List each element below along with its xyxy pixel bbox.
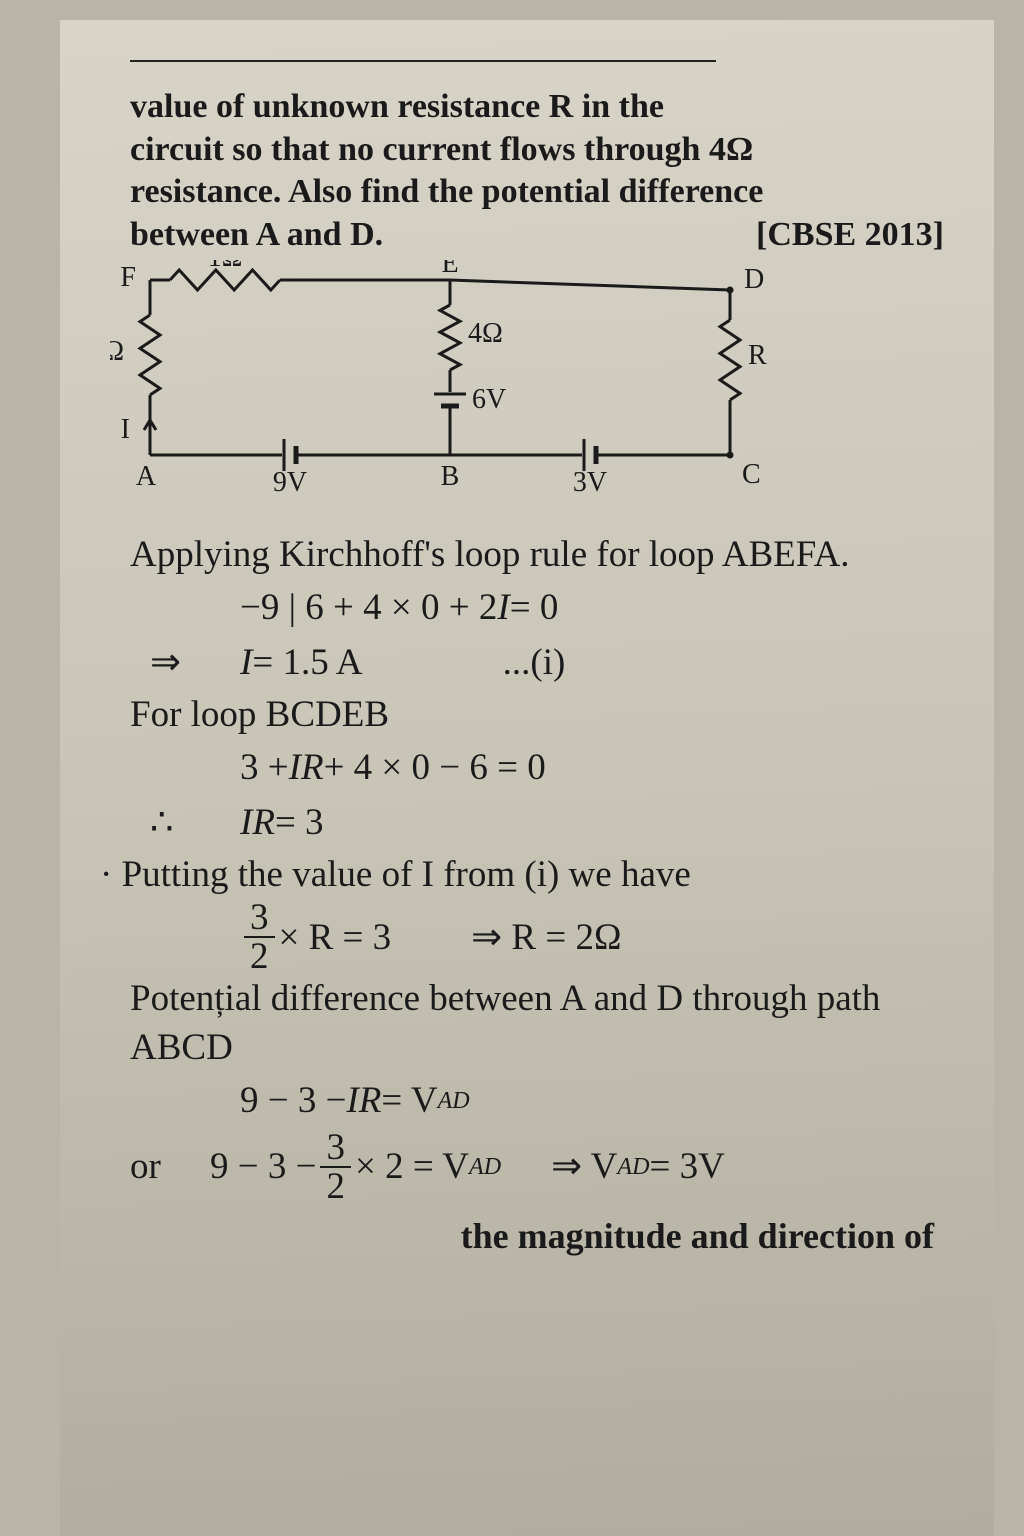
circuit-svg: 1Ω 1Ω I 4Ω 6V R 9V 3V F E D A B C bbox=[110, 260, 810, 510]
eq-text: = 3 bbox=[275, 795, 324, 851]
numerator: 3 bbox=[244, 899, 275, 938]
eq-text: 9 − 3 − bbox=[240, 1073, 346, 1129]
eq-var: IR bbox=[240, 795, 275, 851]
equation: 3 2 × R = 3 ⇒ R = 2Ω bbox=[240, 899, 944, 975]
denominator: 2 bbox=[244, 938, 275, 975]
question-line: resistance. Also find the potential diff… bbox=[130, 173, 763, 210]
solution-text: Putting the value of I from (i) we have bbox=[122, 854, 691, 895]
equation: or 9 − 3 − 3 2 × 2 = V AD ⇒ V AD = 3V bbox=[130, 1129, 944, 1205]
svg-text:1Ω: 1Ω bbox=[208, 260, 243, 273]
svg-text:4Ω: 4Ω bbox=[468, 318, 503, 349]
eq-text: −9 | 6 + 4 × 0 + 2 bbox=[240, 580, 497, 636]
eq-text: = 3V bbox=[649, 1139, 724, 1195]
subscript: AD bbox=[438, 1083, 470, 1119]
svg-text:C: C bbox=[742, 459, 761, 490]
eq-text: × 2 = V bbox=[355, 1139, 469, 1195]
numerator: 3 bbox=[320, 1129, 351, 1168]
svg-text:I: I bbox=[121, 414, 130, 445]
solution-line: · Putting the value of I from (i) we hav… bbox=[100, 851, 944, 900]
svg-text:A: A bbox=[136, 461, 157, 492]
subscript: AD bbox=[617, 1149, 649, 1185]
eq-text: × R = 3 bbox=[279, 910, 392, 966]
question-block: value of unknown resistance R in the cir… bbox=[130, 86, 944, 256]
svg-text:B: B bbox=[441, 461, 460, 492]
eq-text: = 1.5 A bbox=[252, 635, 362, 691]
solution-line: Potențial difference between A and D thr… bbox=[130, 975, 944, 1073]
footer-fragment: the magnitude and direction of bbox=[130, 1215, 944, 1257]
solution-line: For loop BCDEB bbox=[130, 691, 944, 740]
eq-tag: ...(i) bbox=[503, 635, 566, 691]
svg-text:R: R bbox=[748, 340, 767, 371]
question-line: circuit so that no current flows through… bbox=[130, 131, 753, 168]
eq-text: 9 − 3 − bbox=[210, 1139, 316, 1195]
denominator: 2 bbox=[320, 1168, 351, 1205]
equation: −9 | 6 + 4 × 0 + 2 I = 0 ⇒ I = 1.5 A ...… bbox=[240, 580, 944, 691]
citation: [CBSE 2013] bbox=[756, 214, 944, 257]
eq-text: = V bbox=[381, 1073, 437, 1129]
eq-text: + 4 × 0 − 6 = 0 bbox=[324, 740, 546, 796]
fraction: 3 2 bbox=[320, 1129, 351, 1205]
svg-text:E: E bbox=[441, 260, 458, 279]
fraction: 3 2 bbox=[244, 899, 275, 975]
svg-text:F: F bbox=[120, 262, 136, 293]
implies-icon: ⇒ bbox=[150, 635, 240, 691]
svg-text:3V: 3V bbox=[573, 467, 607, 498]
svg-text:9V: 9V bbox=[273, 467, 307, 498]
equation: 3 + IR + 4 × 0 − 6 = 0 ∴ IR = 3 bbox=[240, 740, 944, 851]
eq-text: 3 + bbox=[240, 740, 289, 796]
or-label: or bbox=[130, 1139, 210, 1195]
equation: 9 − 3 − IR = V AD bbox=[240, 1073, 944, 1129]
eq-text: ⇒ V bbox=[551, 1139, 617, 1195]
subscript: AD bbox=[469, 1149, 501, 1185]
circuit-diagram: 1Ω 1Ω I 4Ω 6V R 9V 3V F E D A B C bbox=[110, 260, 944, 515]
question-line: value of unknown resistance R in the bbox=[130, 88, 664, 125]
eq-var: I bbox=[240, 635, 252, 691]
eq-text: ⇒ R = 2Ω bbox=[471, 910, 621, 966]
solution-line: Applying Kirchhoff's loop rule for loop … bbox=[130, 531, 944, 580]
eq-var: IR bbox=[346, 1073, 381, 1129]
eq-var: I bbox=[497, 580, 509, 636]
svg-text:1Ω: 1Ω bbox=[110, 336, 124, 367]
therefore-icon: ∴ bbox=[150, 795, 240, 851]
eq-var: IR bbox=[289, 740, 324, 796]
svg-text:6V: 6V bbox=[472, 384, 506, 415]
page: value of unknown resistance R in the cir… bbox=[60, 20, 994, 1536]
svg-text:D: D bbox=[744, 264, 764, 295]
question-line: between A and D. bbox=[130, 216, 383, 253]
top-rule bbox=[130, 60, 716, 62]
eq-text: = 0 bbox=[510, 580, 559, 636]
